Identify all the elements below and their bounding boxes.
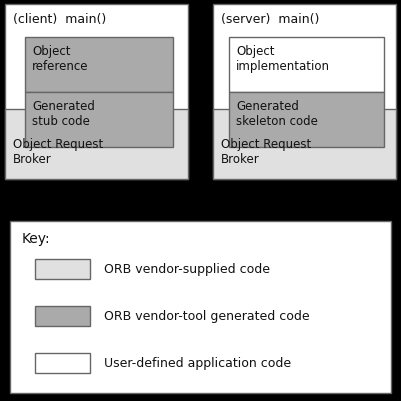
Text: Object
reference: Object reference (32, 45, 89, 73)
Bar (213, 110, 396, 180)
Text: Generated
stub code: Generated stub code (32, 100, 95, 128)
Text: ORB vendor-tool generated code: ORB vendor-tool generated code (104, 310, 310, 323)
Bar (5, 110, 188, 180)
Text: Key:: Key: (22, 231, 51, 245)
Bar (213, 5, 396, 180)
Bar (229, 38, 384, 93)
Text: ORB vendor-supplied code: ORB vendor-supplied code (104, 263, 270, 276)
Bar (35, 306, 90, 326)
Bar (25, 38, 173, 93)
Text: Object Request
Broker: Object Request Broker (13, 138, 103, 166)
Text: (client)  main(): (client) main() (13, 13, 106, 26)
Bar (5, 5, 188, 180)
Bar (10, 221, 391, 393)
Bar (25, 93, 173, 148)
Bar (229, 93, 384, 148)
Text: Object Request
Broker: Object Request Broker (221, 138, 311, 166)
Bar (35, 259, 90, 279)
Text: User-defined application code: User-defined application code (104, 356, 291, 370)
Text: (server)  main(): (server) main() (221, 13, 319, 26)
Bar (35, 353, 90, 373)
Text: Object
implementation: Object implementation (236, 45, 330, 73)
Text: Generated
skeleton code: Generated skeleton code (236, 100, 318, 128)
